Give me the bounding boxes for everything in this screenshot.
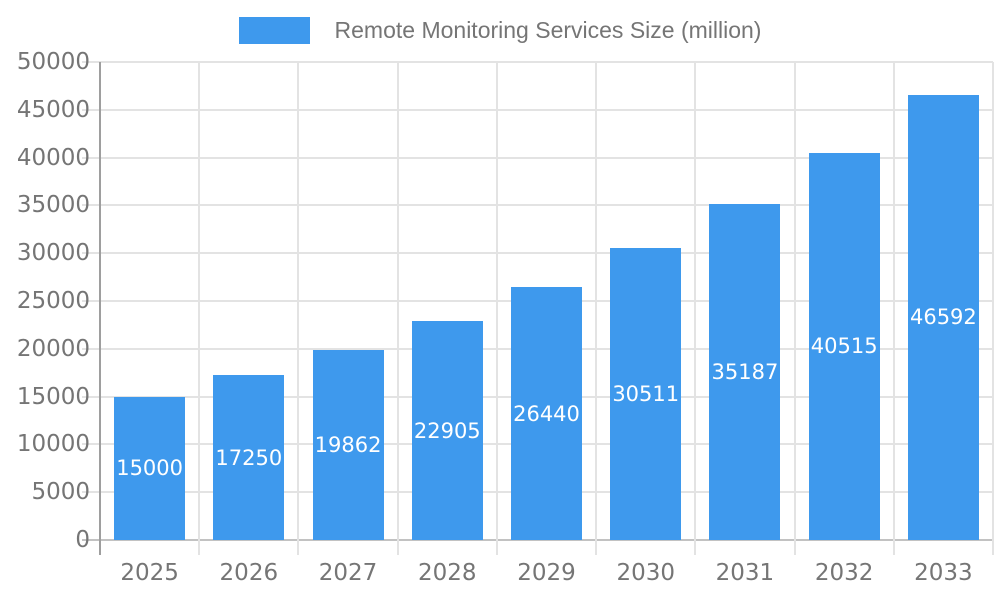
legend: Remote Monitoring Services Size (million… — [0, 17, 1000, 44]
bar-2027: 19862 — [312, 350, 384, 540]
y-tick-label: 50000 — [16, 49, 90, 75]
x-tick-label: 2032 — [814, 560, 874, 586]
bar-2032: 40515 — [808, 152, 880, 540]
gridline-horizontal — [82, 252, 993, 255]
x-tick-label: 2033 — [914, 560, 973, 586]
bar-value-label: 40515 — [810, 334, 878, 359]
y-tick-label: 15000 — [16, 383, 90, 410]
gridline-vertical — [595, 62, 598, 555]
bar-2026: 17250 — [213, 375, 285, 540]
x-tick-label: 2028 — [417, 560, 477, 586]
bar-value-label: 22905 — [413, 418, 481, 443]
gridline-horizontal — [82, 156, 993, 159]
gridline-horizontal — [82, 108, 993, 111]
x-axis-baseline — [82, 539, 993, 541]
bar-2031: 35187 — [709, 203, 781, 540]
gridline-horizontal — [82, 61, 993, 63]
gridline-horizontal — [82, 204, 993, 207]
y-tick-label: 30000 — [16, 240, 90, 267]
x-tick-label: 2027 — [318, 560, 378, 586]
legend-swatch — [238, 17, 310, 44]
x-tick-label: 2030 — [616, 560, 675, 586]
bar-value-label: 19862 — [314, 433, 382, 458]
y-tick-label: 0 — [75, 527, 90, 553]
legend-label: Remote Monitoring Services Size (million… — [334, 17, 762, 43]
gridline-vertical — [892, 62, 895, 555]
y-tick-label: 25000 — [16, 288, 90, 314]
bar-2030: 30511 — [610, 248, 682, 540]
bar-2033: 46592 — [907, 94, 979, 540]
x-tick-label: 2029 — [517, 560, 576, 586]
bar-value-label: 30511 — [612, 382, 680, 407]
y-tick-label: 20000 — [16, 335, 90, 362]
bar-value-label: 46592 — [909, 305, 977, 330]
plot-right-border — [992, 62, 994, 555]
y-tick-label: 40000 — [16, 144, 90, 171]
gridline-vertical — [297, 62, 300, 555]
y-tick-label: 10000 — [16, 431, 90, 458]
bar-value-label: 15000 — [116, 456, 184, 481]
gridline-vertical — [396, 62, 399, 555]
y-tick-label: 5000 — [31, 479, 90, 506]
bar-value-label: 35187 — [711, 359, 779, 384]
gridline-vertical — [793, 62, 796, 555]
y-tick-label: 35000 — [16, 192, 90, 219]
gridline-vertical — [198, 62, 201, 555]
x-tick-label: 2031 — [715, 560, 775, 586]
y-axis-line — [99, 62, 101, 555]
bar-2025: 15000 — [114, 396, 186, 540]
x-tick-label: 2025 — [120, 560, 179, 586]
gridline-vertical — [694, 62, 697, 555]
bar-value-label: 17250 — [215, 445, 283, 470]
gridline-vertical — [495, 62, 498, 555]
x-tick-label: 2026 — [219, 560, 279, 586]
bar-value-label: 26440 — [513, 401, 580, 426]
bar-2029: 26440 — [511, 287, 582, 540]
bar-2028: 22905 — [411, 321, 483, 540]
y-tick-label: 45000 — [16, 96, 90, 123]
